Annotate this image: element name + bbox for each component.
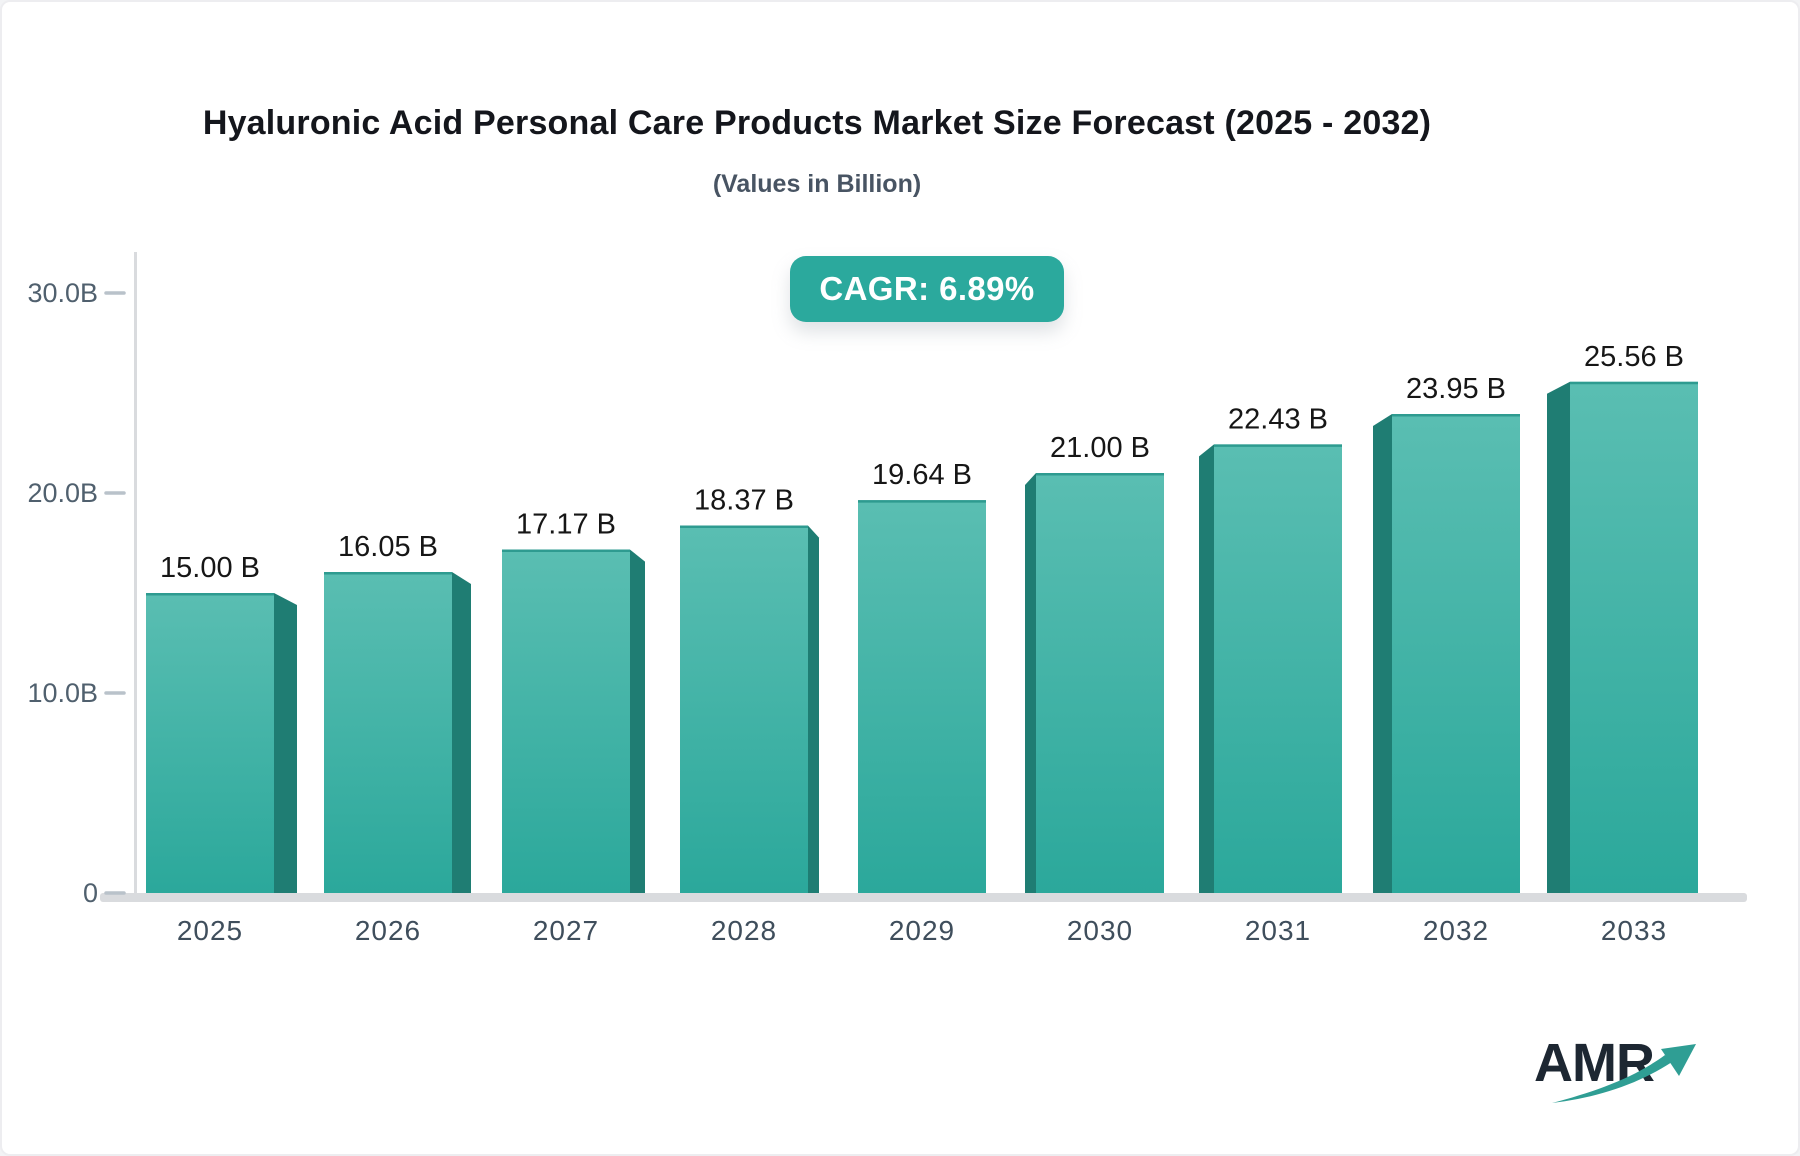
bar-2027 [502,549,630,893]
bar-value-label: 17.17 B [516,509,616,541]
bar-value-label: 19.64 B [872,459,972,491]
bar-value-label: 23.95 B [1406,373,1506,405]
growth-arrow-icon [1552,1044,1696,1103]
bar-side-face [1199,444,1214,893]
x-tick-label: 2026 [355,915,421,946]
bar-2030 [1036,473,1164,893]
bar-2025 [146,593,274,893]
cagr-badge-label: CAGR: 6.89% [819,270,1035,307]
bar-side-face [274,593,297,893]
y-tick-label: 20.0B [27,478,98,508]
bar-2033 [1570,381,1698,893]
y-tick-label: 0 [83,878,98,908]
bar-2029 [858,500,986,893]
bar-value-label: 15.00 B [160,552,260,584]
bar-side-face [1025,473,1036,893]
x-tick-label: 2025 [177,915,243,946]
bar-2032 [1392,414,1520,893]
amr-logo: AMR [1522,1034,1717,1118]
bar-value-label: 22.43 B [1228,403,1328,435]
bar-value-label: 25.56 B [1584,341,1684,373]
x-tick-label: 2030 [1067,915,1133,946]
x-tick-label: 2029 [889,915,955,946]
bar-side-face [808,525,819,893]
x-tick-label: 2027 [533,915,599,946]
bar-value-label: 18.37 B [694,485,794,517]
cagr-badge: CAGR: 6.89% [790,256,1064,322]
bar-value-label: 16.05 B [338,531,438,563]
y-tick-label: 10.0B [27,678,98,708]
x-tick-label: 2028 [711,915,777,946]
bar-value-label: 21.00 B [1050,432,1150,464]
bar-side-face [630,549,645,893]
chart-subtitle: (Values in Billion) [712,170,922,198]
x-tick-label: 2033 [1601,915,1667,946]
page-title: Hyaluronic Acid Personal Care Products M… [202,104,1432,142]
bar-2028 [680,525,808,893]
x-tick-label: 2031 [1245,915,1311,946]
bar-side-face [452,572,471,893]
x-axis-baseline [100,893,1747,902]
bar-2031 [1214,444,1342,893]
bar-side-face [1373,414,1392,893]
x-tick-label: 2032 [1423,915,1489,946]
bar-side-face [1547,381,1570,893]
bar-2026 [324,572,452,893]
y-tick-label: 30.0B [27,278,98,308]
